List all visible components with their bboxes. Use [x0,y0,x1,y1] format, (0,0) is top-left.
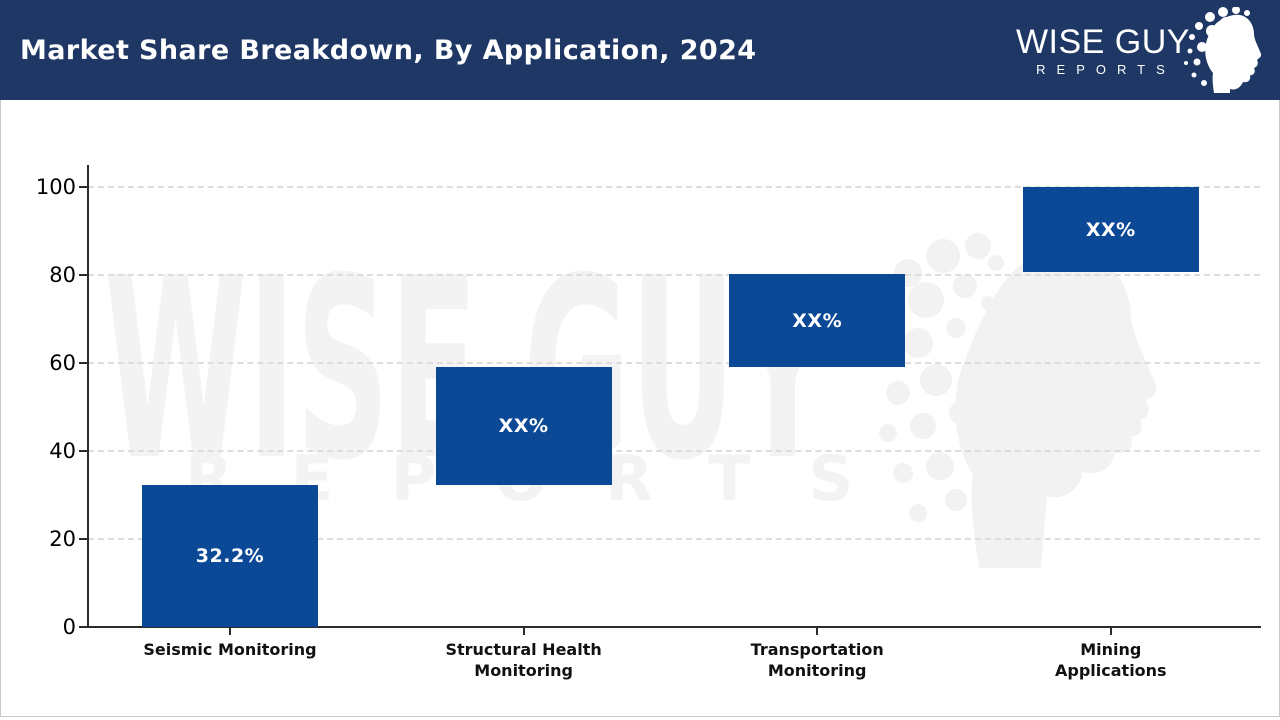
bar: XX% [435,367,612,486]
bar: XX% [729,273,906,368]
gridline [88,186,1260,188]
y-tick-label: 60 [49,351,76,375]
x-category-label: Structural Health Monitoring [445,640,602,680]
y-tick-mark [79,186,87,188]
y-tick-mark [79,450,87,452]
x-category-label: Transportation Monitoring [750,640,884,680]
y-tick-mark [79,274,87,276]
gridline [88,538,1260,540]
page-title: Market Share Breakdown, By Application, … [20,34,757,66]
gridline [88,362,1260,364]
bar-value-label: XX% [498,415,549,438]
x-tick-mark [816,628,819,635]
x-axis-line [87,626,1261,628]
gridline [88,450,1260,452]
brand-subname: REPORTS [1036,61,1176,77]
x-tick-mark [522,628,525,635]
brand-head-icon [1184,7,1262,93]
y-tick-label: 0 [62,615,76,639]
bar: 32.2% [142,485,318,627]
y-tick-label: 40 [49,439,76,463]
x-tick-mark [1109,628,1112,635]
gridline [88,274,1260,276]
brand-logo: WISE GUY REPORTS [1016,7,1266,93]
y-axis-line [87,165,89,628]
watermark-head-graphic [878,233,1157,568]
y-tick-mark [79,538,87,540]
bar: XX% [1022,187,1199,273]
bar-value-label: 32.2% [195,545,265,568]
header-bar: Market Share Breakdown, By Application, … [0,0,1280,100]
x-tick-mark [229,628,231,635]
y-tick-label: 100 [35,175,76,199]
x-category-label: Seismic Monitoring [143,640,317,659]
bar-value-label: XX% [1085,218,1136,241]
y-tick-mark [79,626,87,628]
y-tick-label: 20 [49,527,76,551]
y-tick-mark [79,362,87,364]
brand-name: WISE GUY [1015,22,1190,61]
y-tick-label: 80 [49,263,76,287]
x-category-label: Mining Applications [1055,640,1167,680]
bar-value-label: XX% [792,309,843,332]
brand-logo-text: WISE GUY REPORTS [1016,25,1190,76]
